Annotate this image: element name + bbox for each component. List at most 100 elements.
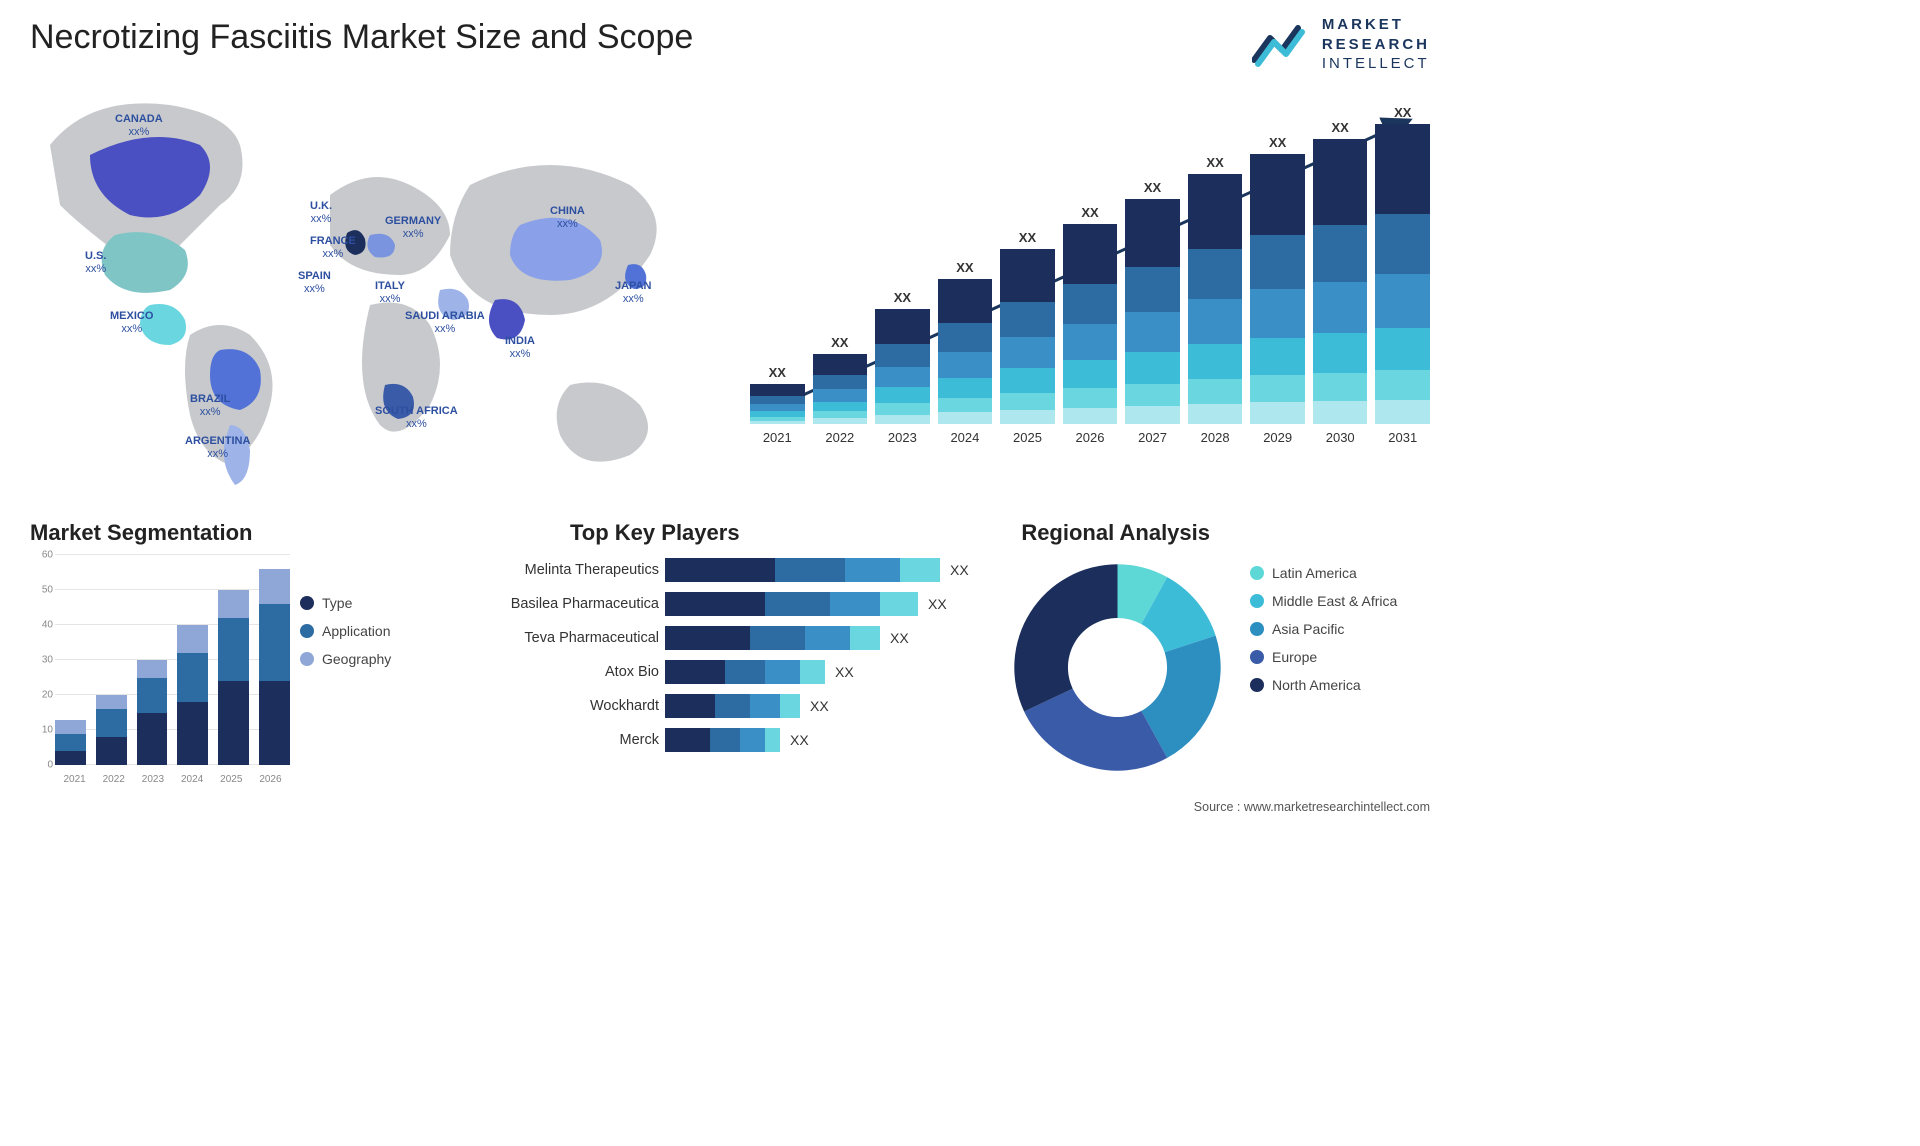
bar-segment xyxy=(750,694,780,718)
bar-segment xyxy=(1125,406,1180,424)
bar-segment xyxy=(1125,199,1180,267)
stacked-bar xyxy=(875,309,930,424)
x-axis-label: 2029 xyxy=(1263,430,1292,445)
bar-value-label: XX xyxy=(1019,230,1036,245)
bar-segment xyxy=(750,626,805,650)
bar-segment xyxy=(1000,393,1055,411)
segmentation-title: Market Segmentation xyxy=(30,520,253,546)
bar-segment xyxy=(218,618,249,681)
legend-item: Latin America xyxy=(1250,565,1430,581)
y-tick: 30 xyxy=(42,655,53,666)
legend-label: Geography xyxy=(322,651,391,667)
stacked-bar xyxy=(1000,249,1055,424)
bar-segment xyxy=(880,592,918,616)
bar-segment xyxy=(813,411,868,418)
bar-value-label: XX xyxy=(1394,105,1411,120)
player-row: WockhardtXX xyxy=(500,691,980,721)
player-value: XX xyxy=(928,596,947,612)
map-label: SPAINxx% xyxy=(298,270,331,295)
map-label: JAPANxx% xyxy=(615,280,651,305)
y-tick: 40 xyxy=(42,620,53,631)
bar-segment xyxy=(805,626,850,650)
bar-segment xyxy=(900,558,940,582)
forecast-bar: XX2021 xyxy=(750,365,805,445)
bar-segment xyxy=(137,660,168,678)
bar-segment xyxy=(1375,274,1430,328)
bar-segment xyxy=(1063,408,1118,424)
bar-segment xyxy=(1063,388,1118,408)
forecast-bar: XX2030 xyxy=(1313,120,1368,445)
bar-segment xyxy=(1063,324,1118,360)
bar-segment xyxy=(875,309,930,344)
bar-segment xyxy=(137,678,168,713)
bar-segment xyxy=(938,398,993,413)
stacked-bar xyxy=(1125,199,1180,424)
bar-segment xyxy=(1250,338,1305,376)
segmentation-chart: 0102030405060 202120222023202420252026 T… xyxy=(30,555,450,785)
bar-segment xyxy=(813,354,868,375)
legend-swatch-icon xyxy=(1250,594,1264,608)
bar-segment xyxy=(1313,373,1368,402)
bar-segment xyxy=(1250,289,1305,338)
player-row: Basilea Pharmaceutica XX xyxy=(500,589,980,619)
x-axis-label: 2022 xyxy=(94,774,133,785)
bar-segment xyxy=(938,378,993,398)
bar-segment xyxy=(218,681,249,765)
x-axis-label: 2022 xyxy=(825,430,854,445)
key-players-title: Top Key Players xyxy=(570,520,740,546)
bar-segment xyxy=(55,751,86,765)
player-value: XX xyxy=(950,562,969,578)
bar-segment xyxy=(875,403,930,415)
y-tick: 50 xyxy=(42,585,53,596)
bar-segment xyxy=(1250,154,1305,235)
bar-segment xyxy=(1188,299,1243,344)
bar-segment xyxy=(938,412,993,424)
bar-segment xyxy=(750,384,805,396)
bar-segment xyxy=(1188,249,1243,299)
bar-segment xyxy=(1375,124,1430,214)
legend-item: Europe xyxy=(1250,649,1430,665)
bar-segment xyxy=(1125,312,1180,353)
bar-segment xyxy=(259,681,290,765)
stacked-bar xyxy=(1375,124,1430,424)
bar-segment xyxy=(177,625,208,653)
bar-segment xyxy=(1375,328,1430,370)
bar-segment xyxy=(1313,401,1368,424)
bar-segment xyxy=(938,323,993,352)
x-axis-label: 2028 xyxy=(1201,430,1230,445)
map-label: SOUTH AFRICAxx% xyxy=(375,405,458,430)
legend-item: Application xyxy=(300,623,450,639)
legend-swatch-icon xyxy=(300,596,314,610)
map-label: CANADAxx% xyxy=(115,113,163,138)
forecast-bar: XX2031 xyxy=(1375,105,1430,445)
bar-segment xyxy=(1375,370,1430,400)
forecast-bar: XX 2029 xyxy=(1250,135,1305,445)
bar-segment xyxy=(765,592,830,616)
bar-segment xyxy=(96,695,127,709)
bar-segment xyxy=(813,402,868,412)
player-bar xyxy=(665,728,780,752)
bar-value-label: XX xyxy=(1081,205,1098,220)
forecast-bar: XX2023 xyxy=(875,290,930,445)
donut-slice xyxy=(1014,564,1117,711)
bar-value-label: XX xyxy=(1269,135,1286,150)
player-bar xyxy=(665,592,918,616)
player-name: Basilea Pharmaceutica xyxy=(500,596,665,612)
player-bar xyxy=(665,694,800,718)
x-axis-label: 2023 xyxy=(888,430,917,445)
bar-segment xyxy=(1125,384,1180,407)
bar-segment xyxy=(750,396,805,404)
bar-segment xyxy=(259,604,290,681)
bar-segment xyxy=(1375,214,1430,274)
map-label: U.K.xx% xyxy=(310,200,332,225)
bar-segment xyxy=(938,352,993,378)
bar-segment xyxy=(665,626,750,650)
legend-item: North America xyxy=(1250,677,1430,693)
seg-bar xyxy=(177,625,208,765)
bar-segment xyxy=(55,734,86,752)
bar-segment xyxy=(96,709,127,737)
seg-bar xyxy=(55,720,86,766)
stacked-bar xyxy=(750,384,805,424)
bar-segment xyxy=(780,694,800,718)
bar-segment xyxy=(665,694,715,718)
